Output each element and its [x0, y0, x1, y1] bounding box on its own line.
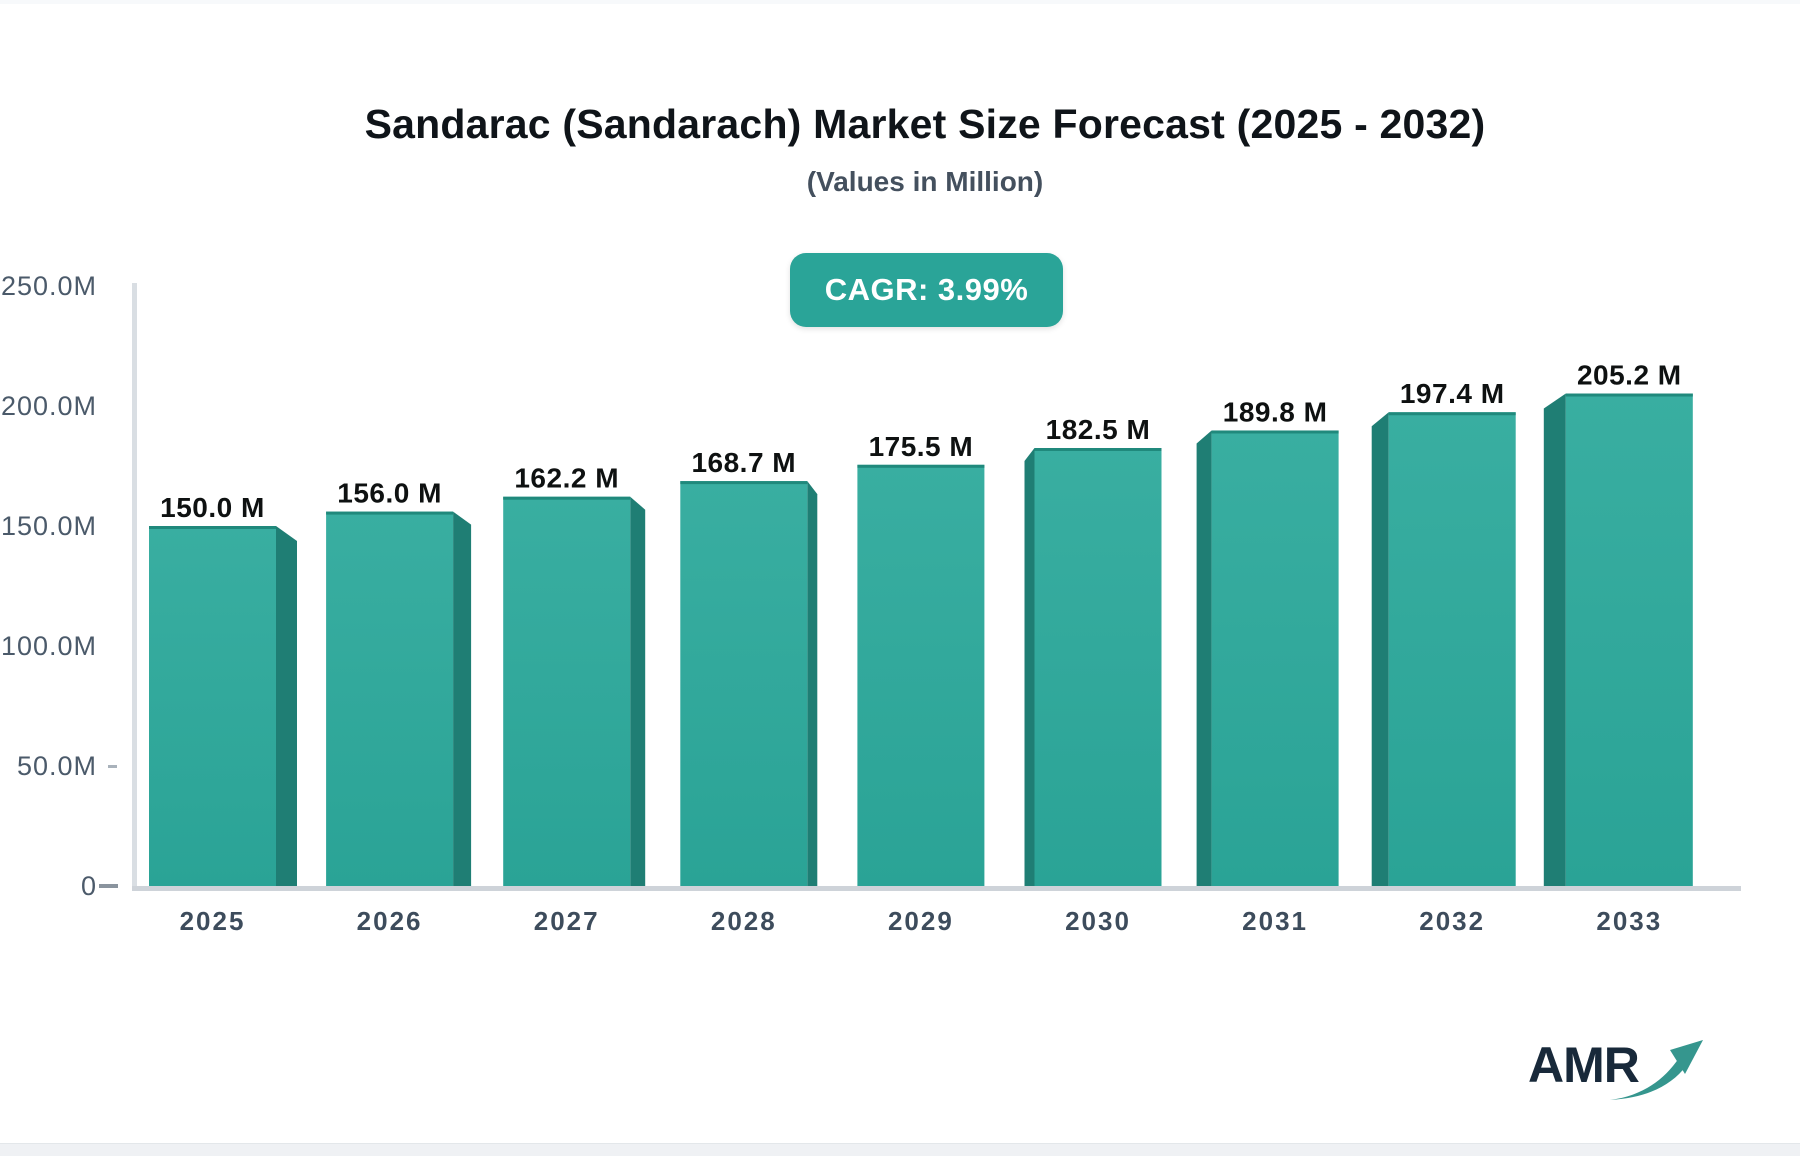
growth-arrow-swoosh [1610, 1058, 1686, 1100]
bar-top-edge [326, 511, 454, 515]
bar-value-label: 175.5 M [869, 431, 974, 462]
bar-top-edge [1565, 393, 1693, 397]
bar-value-label: 205.2 M [1577, 360, 1682, 391]
y-axis-tick [99, 884, 118, 888]
x-axis-label: 2025 [180, 906, 246, 936]
chart-title: Sandarac (Sandarach) Market Size Forecas… [364, 101, 1486, 147]
x-axis-label: 2028 [711, 906, 777, 936]
brand-logo-text: AMR [1528, 1037, 1640, 1093]
bar-front-face [1211, 430, 1339, 888]
bar-group-2033: 205.2 M 2033 [1543, 360, 1693, 936]
bar-group-2027: 162.2 M 2027 [503, 463, 646, 936]
bar-group-2028: 168.7 M 2028 [680, 447, 818, 936]
bar-group-2025: 150.0 M 2025 [149, 492, 297, 936]
bar-front-face [326, 511, 454, 888]
x-axis-label: 2031 [1242, 906, 1308, 936]
bar-top-edge [1211, 430, 1339, 434]
bar-side-face [1024, 448, 1035, 888]
growth-arrow-icon [1610, 1040, 1703, 1100]
bar-side-face [276, 526, 297, 888]
cagr-badge-label: CAGR: 3.99% [824, 272, 1029, 307]
bar-value-label: 189.8 M [1223, 396, 1328, 427]
growth-arrow-head [1670, 1040, 1703, 1074]
bar-value-label: 182.5 M [1046, 414, 1151, 445]
bar-group-2030: 182.5 M 2030 [1024, 414, 1162, 936]
y-axis-label: 0 [81, 871, 97, 901]
cagr-badge: CAGR: 3.99% [790, 253, 1063, 327]
bar-value-label: 197.4 M [1400, 378, 1505, 409]
y-axis-label: 250.0M [1, 271, 97, 301]
y-axis-label: 150.0M [1, 511, 97, 541]
x-axis-label: 2030 [1065, 906, 1131, 936]
bar-front-face [1565, 393, 1693, 888]
bar-top-edge [1388, 412, 1516, 416]
bar-side-face [807, 481, 818, 888]
bar-front-face [1034, 448, 1162, 888]
bar-value-label: 150.0 M [160, 492, 265, 523]
bar-group-2032: 197.4 M 2032 [1371, 378, 1516, 936]
bar-top-edge [149, 526, 276, 529]
bar-side-face [630, 496, 646, 888]
bottom-edge-strip [0, 1143, 1800, 1156]
x-axis-label: 2027 [534, 906, 600, 936]
bar-side-face [1543, 393, 1566, 888]
bar-value-label: 168.7 M [691, 447, 796, 478]
bar-group-2031: 189.8 M 2031 [1196, 396, 1339, 936]
bar-front-face [1388, 412, 1516, 888]
bar-front-face [680, 481, 808, 888]
top-edge-strip [0, 0, 1800, 4]
x-axis-label: 2029 [888, 906, 954, 936]
y-axis-label: 100.0M [1, 631, 97, 661]
y-axis-line [132, 283, 137, 891]
x-axis-label: 2032 [1419, 906, 1485, 936]
chart-subtitle: (Values in Million) [806, 166, 1044, 197]
y-axis-tick [108, 765, 117, 768]
bar-side-face [453, 511, 472, 888]
y-axis-label: 50.0M [17, 751, 97, 781]
bar-top-edge [857, 464, 985, 468]
bar-group-2026: 156.0 M 2026 [326, 478, 472, 936]
bar-front-face [857, 464, 985, 888]
bar-value-label: 156.0 M [337, 478, 442, 509]
x-axis-label: 2026 [357, 906, 423, 936]
bar-front-face [503, 496, 631, 888]
bar-front-face [149, 526, 276, 888]
bar-group-2029: 175.5 M 2029 [857, 431, 985, 936]
bar-top-edge [503, 496, 631, 500]
bar-side-face [1371, 412, 1389, 888]
x-axis-label: 2033 [1596, 906, 1662, 936]
y-axis-label: 200.0M [1, 391, 97, 421]
bar-value-label: 162.2 M [514, 463, 619, 494]
x-axis-baseline [132, 886, 1741, 891]
bar-top-edge [1034, 448, 1162, 451]
bar-top-edge [680, 481, 808, 485]
bar-side-face [1196, 430, 1212, 888]
